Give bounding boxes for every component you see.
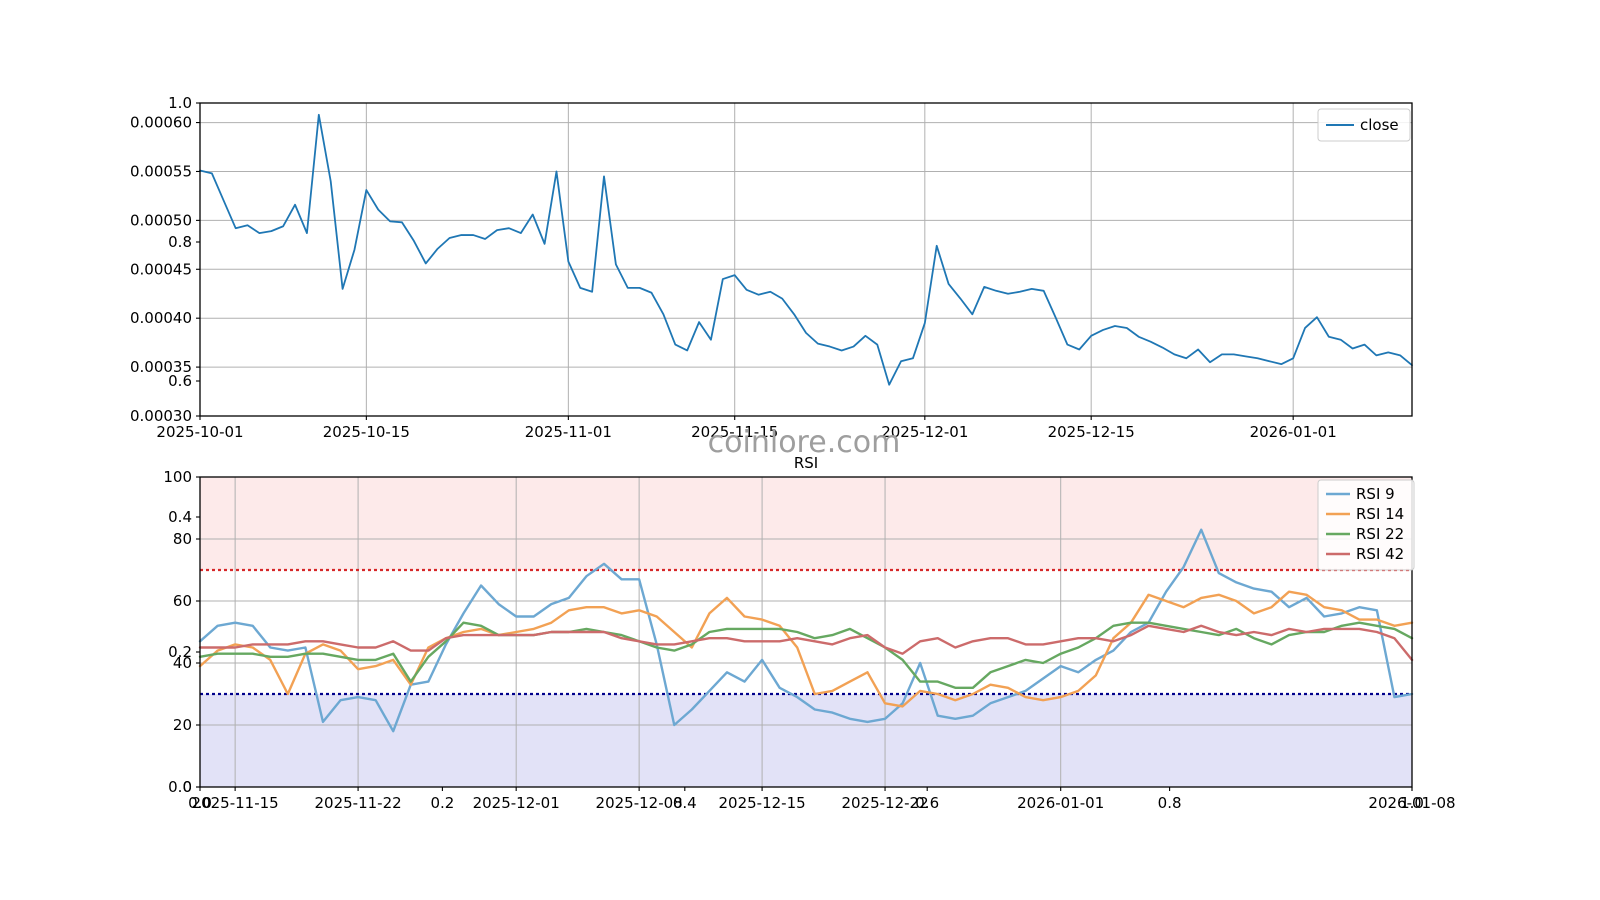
rsi-ytick-label-secondary: 0.2 bbox=[168, 643, 192, 661]
rsi-line-rsi22 bbox=[198, 621, 1414, 689]
rsi-legend: RSI 9 RSI 14 RSI 22 RSI 42 bbox=[1317, 479, 1415, 571]
rsi-xtick-label: 2025-11-15 bbox=[192, 794, 279, 812]
price-xtick-label: 2025-11-15 bbox=[691, 423, 778, 441]
rsi-axes-frame bbox=[199, 476, 1413, 788]
rsi-panel: 0 20 40 60 80 100 0.0 0.2 0.4 2025-11-15 2025-11-2… bbox=[163, 468, 1455, 812]
rsi-overbought-band bbox=[200, 477, 1412, 570]
price-xtick-label: 2025-10-15 bbox=[323, 423, 410, 441]
rsi-ytick-label: 80 bbox=[173, 530, 192, 548]
rsi-xtick-label-secondary: 0.2 bbox=[430, 794, 454, 812]
rsi-legend-label-rsi22: RSI 22 bbox=[1356, 525, 1404, 543]
rsi-xtick-label: 2025-12-01 bbox=[473, 794, 560, 812]
price-xtick-label: 2025-11-01 bbox=[525, 423, 612, 441]
price-ytick-label: 0.00055 bbox=[130, 162, 192, 180]
rsi-ytick-label-secondary: 0.4 bbox=[168, 508, 192, 526]
rsi-legend-label-rsi14: RSI 14 bbox=[1356, 505, 1404, 523]
price-ytick-label-secondary: 0.6 bbox=[168, 372, 192, 390]
rsi-line-rsi9 bbox=[198, 528, 1414, 733]
rsi-ytick-label: 100 bbox=[163, 468, 192, 486]
rsi-ytick-label-secondary: 0.0 bbox=[168, 778, 192, 796]
price-axes-frame bbox=[199, 102, 1413, 417]
rsi-xtick-label: 2025-12-08 bbox=[596, 794, 683, 812]
rsi-ytick-label: 40 bbox=[173, 654, 192, 672]
rsi-ytick-label: 20 bbox=[173, 716, 192, 734]
rsi-xtick-label: 2026-01-08 bbox=[1368, 794, 1455, 812]
rsi-ytick-label: 0 bbox=[182, 778, 192, 796]
price-xtick-label: 2026-01-01 bbox=[1250, 423, 1337, 441]
price-ytick-label: 0.00045 bbox=[130, 260, 192, 278]
price-ytick-label: 0.00050 bbox=[130, 211, 192, 229]
rsi-xtick-label-secondary: 1.0 bbox=[1400, 794, 1424, 812]
price-panel: 0.00030 0.00035 0.00040 0.00045 0.00050 0.000… bbox=[130, 94, 1413, 441]
price-xtick-label: 2025-10-01 bbox=[156, 423, 243, 441]
rsi-legend-box bbox=[1317, 479, 1415, 571]
price-xtick-label: 2025-12-15 bbox=[1048, 423, 1135, 441]
rsi-line-rsi14 bbox=[198, 590, 1414, 708]
rsi-xtick-label-secondary: 0.6 bbox=[915, 794, 939, 812]
rsi-line-rsi42 bbox=[198, 624, 1414, 662]
rsi-oversold-band bbox=[200, 694, 1412, 787]
rsi-ytick-label: 60 bbox=[173, 592, 192, 610]
close-price-line bbox=[199, 113, 1413, 386]
rsi-xtick-label: 2026-01-01 bbox=[1017, 794, 1104, 812]
rsi-legend-label-rsi42: RSI 42 bbox=[1356, 545, 1404, 563]
rsi-xtick-label-secondary: 0.0 bbox=[188, 794, 212, 812]
rsi-title: RSI bbox=[794, 454, 818, 472]
price-legend-box bbox=[1317, 108, 1411, 142]
price-ytick-label-secondary: 1.0 bbox=[168, 94, 192, 112]
rsi-xtick-label: 2025-12-15 bbox=[718, 794, 805, 812]
price-legend-label-close: close bbox=[1360, 116, 1399, 134]
watermark-coinlore: coinlore.com bbox=[708, 425, 901, 460]
price-ytick-label: 0.00040 bbox=[130, 309, 192, 327]
price-xtick-label: 2025-12-01 bbox=[881, 423, 968, 441]
price-ytick-label: 0.00035 bbox=[130, 358, 192, 376]
rsi-xtick-label-secondary: 0.8 bbox=[1158, 794, 1182, 812]
price-ytick-label: 0.00030 bbox=[130, 407, 192, 425]
rsi-xtick-label-secondary: 0.4 bbox=[673, 794, 697, 812]
price-ytick-label-secondary: 0.8 bbox=[168, 233, 192, 251]
rsi-legend-label-rsi9: RSI 9 bbox=[1356, 485, 1395, 503]
price-ytick-label: 0.00060 bbox=[130, 114, 192, 132]
price-plot-background bbox=[200, 103, 1412, 416]
rsi-xtick-label: 2025-11-22 bbox=[314, 794, 401, 812]
price-legend: close bbox=[1317, 108, 1411, 142]
rsi-xtick-label: 2025-12-22 bbox=[841, 794, 928, 812]
